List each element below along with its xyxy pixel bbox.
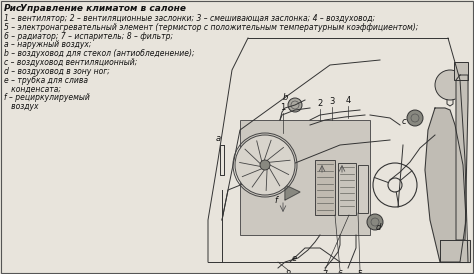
Text: воздух: воздух [4,102,38,111]
Text: f – рециркулируемый: f – рециркулируемый [4,93,90,102]
Text: c: c [401,117,406,126]
Polygon shape [425,108,466,262]
Bar [454,62,468,80]
Text: f: f [274,196,277,205]
Text: Управление климатом в салоне: Управление климатом в салоне [20,4,186,13]
Bar [338,163,356,215]
Polygon shape [285,185,300,200]
Text: b – воздуховод для стекол (антиобледенение);: b – воздуховод для стекол (антиобледенен… [4,49,195,58]
Bar [315,160,335,215]
Text: a – наружный воздух;: a – наружный воздух; [4,40,91,49]
Text: 5: 5 [357,270,363,274]
Text: 2: 2 [318,99,323,108]
Text: e: e [292,254,297,263]
Text: 4: 4 [346,96,351,105]
Text: a: a [216,134,220,143]
Text: Рис.: Рис. [4,4,26,13]
Circle shape [407,110,423,126]
Polygon shape [440,240,470,262]
Text: 8: 8 [285,270,291,274]
Text: 5 – электронагревательный элемент (термистор с положительным температурным коэфф: 5 – электронагревательный элемент (терми… [4,23,419,32]
Bar [240,120,370,235]
Text: c – воздуховод вентиляционный;: c – воздуховод вентиляционный; [4,58,137,67]
Circle shape [367,214,383,230]
Text: 6 – радиатор; 7 – испаритель; 8 – фильтр;: 6 – радиатор; 7 – испаритель; 8 – фильтр… [4,32,173,41]
Text: 3: 3 [329,97,335,106]
Circle shape [235,135,295,195]
Text: d – воздуховод в зону ног;: d – воздуховод в зону ног; [4,67,110,76]
Bar [358,165,368,213]
Text: b: b [283,93,288,102]
Text: e – трубка для слива: e – трубка для слива [4,76,88,85]
Text: 6: 6 [337,270,343,274]
Text: 1: 1 [281,103,286,112]
Text: d: d [375,223,381,232]
Circle shape [435,70,465,100]
Circle shape [260,160,270,170]
Text: 1 – вентилятор; 2 – вентиляционные заслонки; 3 – смешивающая заслонка; 4 – возду: 1 – вентилятор; 2 – вентиляционные засло… [4,14,375,23]
Polygon shape [456,75,468,240]
Text: конденсата;: конденсата; [4,84,61,93]
Text: 7: 7 [322,270,328,274]
Circle shape [288,98,302,112]
